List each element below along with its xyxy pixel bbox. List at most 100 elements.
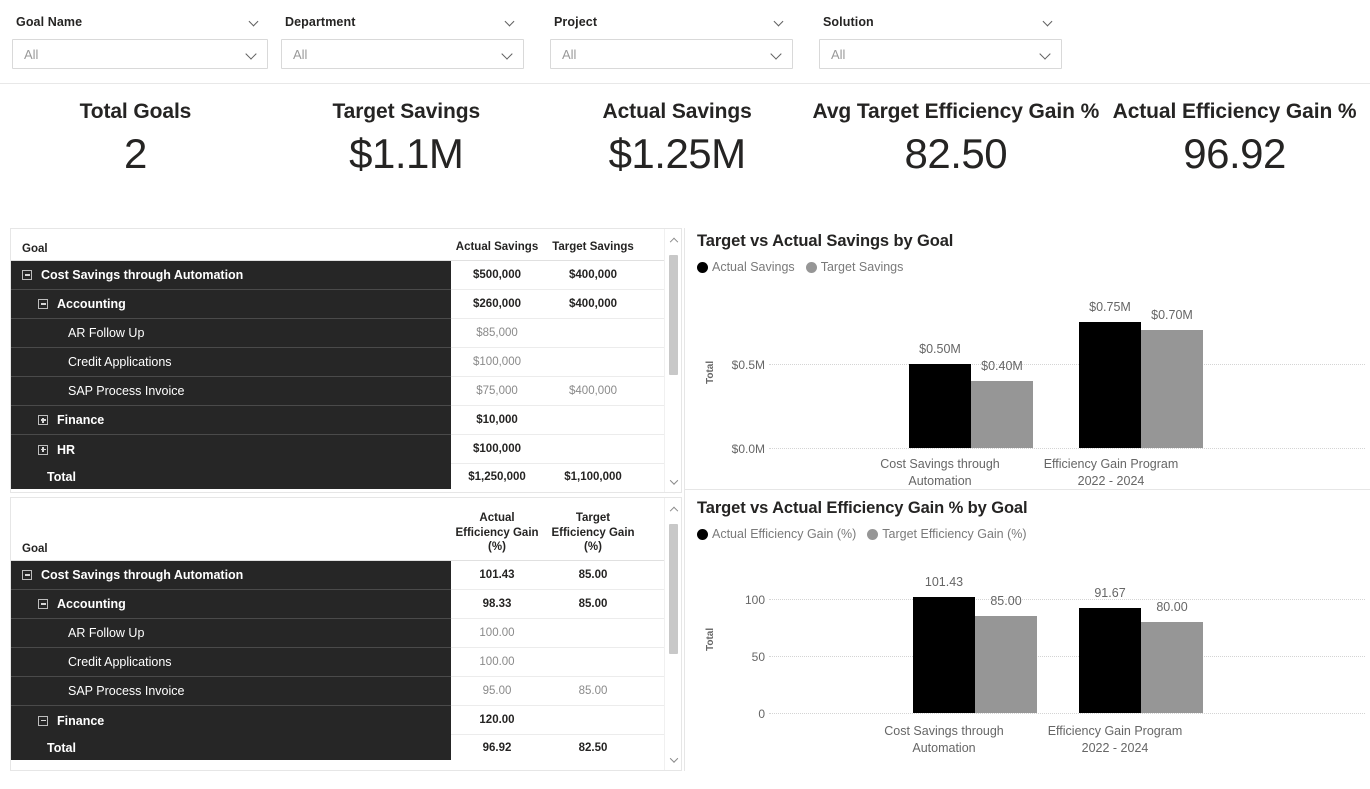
scroll-down-icon[interactable]	[665, 474, 681, 490]
row-header[interactable]: HR	[11, 435, 451, 464]
chevron-down-icon[interactable]	[502, 49, 513, 60]
bar-actual-efficiency-group2[interactable]	[1079, 608, 1141, 713]
kpi-card-actual-efficiency-gain[interactable]: Actual Efficiency Gain % 96.92	[1099, 84, 1370, 176]
bar-actual-savings-group2[interactable]	[1079, 322, 1141, 448]
bar-target-savings-group1[interactable]	[971, 381, 1033, 448]
matrix-savings-panel[interactable]: Goal Actual Savings Target Savings Cost …	[10, 228, 682, 493]
slicer-dropdown[interactable]: All	[12, 39, 268, 69]
slicer-header[interactable]: Project	[550, 10, 793, 34]
x-axis-category-label: Efficiency Gain Program 2022 - 2024	[1041, 723, 1189, 757]
bar-target-savings-group2[interactable]	[1141, 330, 1203, 448]
bar-actual-savings-group1[interactable]	[909, 364, 971, 448]
slicer-header[interactable]: Goal Name	[12, 10, 268, 34]
collapse-minus-icon[interactable]	[38, 715, 48, 726]
slicer-goal-name[interactable]: Goal Name All	[12, 10, 268, 72]
row-header[interactable]: Credit Applications	[11, 648, 451, 677]
scroll-up-icon[interactable]	[665, 231, 681, 247]
legend-item-actual-savings[interactable]: Actual Savings	[697, 260, 795, 274]
row-header[interactable]: AR Follow Up	[11, 619, 451, 648]
chart-legend[interactable]: Actual Efficiency Gain (%) Target Effici…	[697, 527, 1365, 541]
matrix-savings-scrollbar[interactable]	[664, 229, 681, 492]
table-row[interactable]: Credit Applications 100.00	[11, 648, 681, 677]
table-row-total[interactable]: Total 96.92 82.50	[11, 735, 681, 760]
table-row[interactable]: AR Follow Up $85,000	[11, 319, 681, 348]
chevron-down-icon[interactable]	[505, 17, 516, 28]
chart-efficiency-panel[interactable]: Target vs Actual Efficiency Gain % by Go…	[697, 499, 1365, 771]
row-values: 98.33 85.00	[451, 590, 681, 619]
table-row[interactable]: Cost Savings through Automation 101.43 8…	[11, 561, 681, 590]
table-row[interactable]: SAP Process Invoice $75,000 $400,000	[11, 377, 681, 406]
table-row[interactable]: Finance 120.00	[11, 706, 681, 735]
slicer-department[interactable]: Department All	[281, 10, 524, 72]
slicer-title: Solution	[823, 15, 874, 29]
chevron-down-icon[interactable]	[246, 49, 257, 60]
gridline	[769, 599, 1365, 600]
column-header-target-efficiency[interactable]: Target Efficiency Gain (%)	[543, 511, 643, 555]
table-row[interactable]: AR Follow Up 100.00	[11, 619, 681, 648]
row-label: Total	[47, 469, 76, 484]
slicer-dropdown[interactable]: All	[281, 39, 524, 69]
legend-item-actual-efficiency[interactable]: Actual Efficiency Gain (%)	[697, 527, 856, 541]
collapse-minus-icon[interactable]	[38, 299, 48, 309]
kpi-card-total-goals[interactable]: Total Goals 2	[0, 84, 271, 176]
table-row[interactable]: Cost Savings through Automation $500,000…	[11, 261, 681, 290]
bar-actual-efficiency-group1[interactable]	[913, 597, 975, 713]
matrix-efficiency-panel[interactable]: Goal Actual Efficiency Gain (%) Target E…	[10, 497, 682, 771]
expand-plus-icon[interactable]	[38, 415, 48, 425]
slicer-dropdown[interactable]: All	[819, 39, 1062, 69]
scrollbar-thumb[interactable]	[669, 255, 678, 375]
row-header[interactable]: Cost Savings through Automation	[11, 561, 451, 590]
slicer-title: Project	[554, 15, 598, 29]
chevron-down-icon[interactable]	[249, 17, 260, 28]
scroll-down-icon[interactable]	[665, 752, 681, 768]
row-header[interactable]: Cost Savings through Automation	[11, 261, 451, 290]
row-header[interactable]: Finance	[11, 406, 451, 435]
row-header[interactable]: Accounting	[11, 290, 451, 319]
column-header-actual-savings[interactable]: Actual Savings	[455, 241, 539, 254]
bar-target-efficiency-group2[interactable]	[1141, 622, 1203, 713]
table-row[interactable]: Accounting $260,000 $400,000	[11, 290, 681, 319]
table-row[interactable]: Credit Applications $100,000	[11, 348, 681, 377]
chevron-down-icon[interactable]	[774, 17, 785, 28]
chevron-down-icon[interactable]	[1040, 49, 1051, 60]
slicer-project[interactable]: Project All	[550, 10, 793, 72]
row-header[interactable]: Finance	[11, 706, 451, 735]
legend-item-target-savings[interactable]: Target Savings	[805, 260, 903, 274]
table-row[interactable]: SAP Process Invoice 95.00 85.00	[11, 677, 681, 706]
scrollbar-thumb[interactable]	[669, 524, 678, 654]
row-header[interactable]: Credit Applications	[11, 348, 451, 377]
kpi-card-avg-target-efficiency-gain[interactable]: Avg Target Efficiency Gain % 82.50	[813, 84, 1100, 176]
scroll-up-icon[interactable]	[665, 500, 681, 516]
table-row[interactable]: HR $100,000	[11, 435, 681, 464]
header-line-1: Target	[575, 511, 611, 524]
table-row-total[interactable]: Total $1,250,000 $1,100,000	[11, 464, 681, 489]
slicer-header[interactable]: Solution	[819, 10, 1062, 34]
column-header-goal[interactable]: Goal	[11, 543, 451, 571]
column-header-target-savings[interactable]: Target Savings	[552, 241, 634, 254]
table-row[interactable]: Accounting 98.33 85.00	[11, 590, 681, 619]
chevron-down-icon[interactable]	[1043, 17, 1054, 28]
chevron-down-icon[interactable]	[771, 49, 782, 60]
row-header[interactable]: SAP Process Invoice	[11, 377, 451, 406]
column-header-goal[interactable]: Goal	[22, 243, 48, 255]
row-label: AR Follow Up	[68, 626, 145, 640]
collapse-minus-icon[interactable]	[22, 270, 32, 280]
row-header[interactable]: Accounting	[11, 590, 451, 619]
collapse-minus-icon[interactable]	[22, 570, 32, 580]
collapse-minus-icon[interactable]	[38, 599, 48, 609]
expand-plus-icon[interactable]	[38, 444, 48, 455]
matrix-efficiency-scrollbar[interactable]	[664, 498, 681, 770]
row-header[interactable]: AR Follow Up	[11, 319, 451, 348]
legend-item-target-efficiency[interactable]: Target Efficiency Gain (%)	[867, 527, 1027, 541]
kpi-card-actual-savings[interactable]: Actual Savings $1.25M	[542, 84, 813, 176]
slicer-header[interactable]: Department	[281, 10, 524, 34]
slicer-solution[interactable]: Solution All	[819, 10, 1062, 72]
column-header-actual-efficiency[interactable]: Actual Efficiency Gain (%)	[451, 511, 543, 555]
chart-savings-panel[interactable]: Target vs Actual Savings by Goal Actual …	[697, 232, 1365, 488]
kpi-card-target-savings[interactable]: Target Savings $1.1M	[271, 84, 542, 176]
row-header[interactable]: SAP Process Invoice	[11, 677, 451, 706]
table-row[interactable]: Finance $10,000	[11, 406, 681, 435]
bar-target-efficiency-group1[interactable]	[975, 616, 1037, 713]
chart-legend[interactable]: Actual Savings Target Savings	[697, 260, 1365, 274]
slicer-dropdown[interactable]: All	[550, 39, 793, 69]
